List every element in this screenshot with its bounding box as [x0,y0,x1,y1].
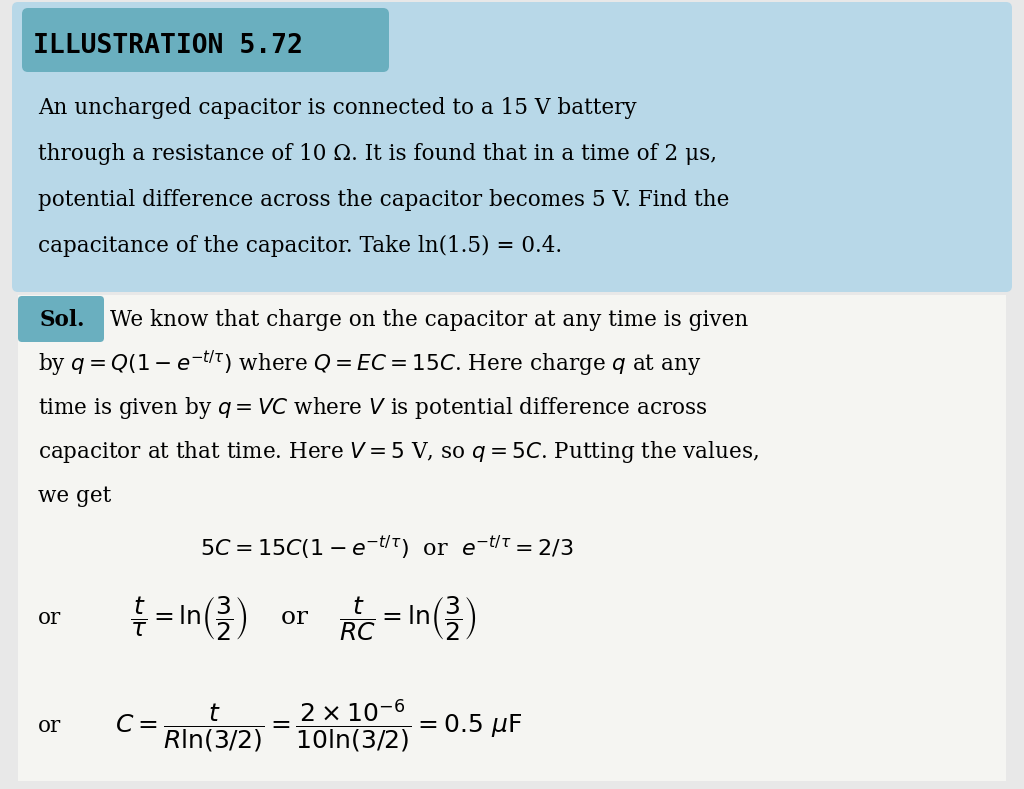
Text: $\dfrac{t}{\tau} = \ln\!\left(\dfrac{3}{2}\right)$    or    $\dfrac{t}{RC} = \ln: $\dfrac{t}{\tau} = \ln\!\left(\dfrac{3}{… [130,594,476,642]
Text: Sol.: Sol. [39,309,85,331]
Text: $C = \dfrac{t}{R\ln(3/2)} = \dfrac{2\times10^{-6}}{10\ln(3/2)} = 0.5\ \mu\mathrm: $C = \dfrac{t}{R\ln(3/2)} = \dfrac{2\tim… [115,697,522,754]
FancyBboxPatch shape [22,8,389,72]
Text: An uncharged capacitor is connected to a 15 V battery: An uncharged capacitor is connected to a… [38,97,637,119]
Text: by $q = Q(1 - e^{-t/\tau})$ where $Q = EC = 15C$. Here charge $q$ at any: by $q = Q(1 - e^{-t/\tau})$ where $Q = E… [38,349,701,379]
Text: ILLUSTRATION 5.72: ILLUSTRATION 5.72 [33,33,303,59]
Text: capacitor at that time. Here $V = 5$ V, so $q = 5C$. Putting the values,: capacitor at that time. Here $V = 5$ V, … [38,439,759,465]
Text: We know that charge on the capacitor at any time is given: We know that charge on the capacitor at … [110,309,749,331]
FancyBboxPatch shape [18,296,104,342]
FancyBboxPatch shape [12,2,1012,292]
Text: or: or [38,715,61,737]
Text: capacitance of the capacitor. Take ln(1.5) = 0.4.: capacitance of the capacitor. Take ln(1.… [38,235,562,257]
Text: or: or [38,607,61,629]
Text: time is given by $q = VC$ where $V$ is potential difference across: time is given by $q = VC$ where $V$ is p… [38,395,708,421]
Text: through a resistance of 10 Ω. It is found that in a time of 2 μs,: through a resistance of 10 Ω. It is foun… [38,143,717,165]
Text: potential difference across the capacitor becomes 5 V. Find the: potential difference across the capacito… [38,189,729,211]
Text: $5C = 15C(1 - e^{-t/\tau})$  or  $e^{-t/\tau} = 2/3$: $5C = 15C(1 - e^{-t/\tau})$ or $e^{-t/\t… [200,534,573,562]
FancyBboxPatch shape [18,295,1006,781]
Text: we get: we get [38,485,112,507]
